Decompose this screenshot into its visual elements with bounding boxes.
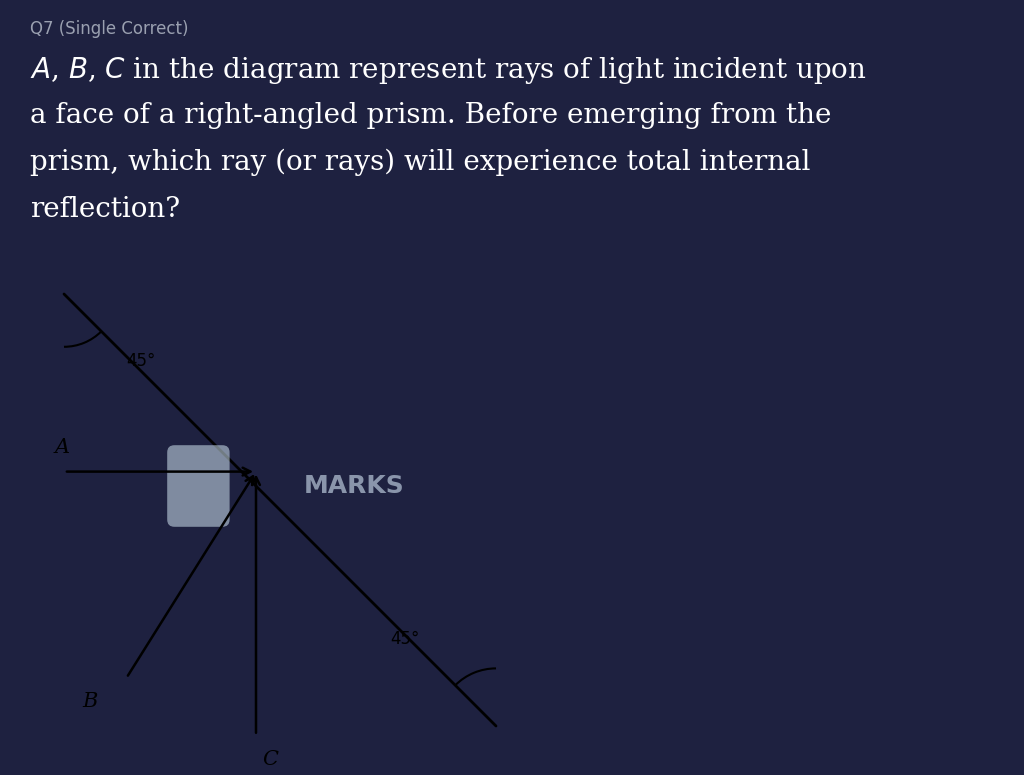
Text: Q7 (Single Correct): Q7 (Single Correct): [30, 20, 188, 38]
Text: $A$, $B$, $C$ in the diagram represent rays of light incident upon: $A$, $B$, $C$ in the diagram represent r…: [30, 55, 866, 86]
Text: B: B: [82, 692, 97, 711]
Text: 45°: 45°: [390, 630, 420, 648]
Text: C: C: [262, 750, 279, 769]
Text: a face of a right-angled prism. Before emerging from the: a face of a right-angled prism. Before e…: [30, 102, 831, 129]
FancyBboxPatch shape: [167, 445, 229, 527]
Text: A: A: [54, 438, 70, 457]
Text: prism, which ray (or rays) will experience total internal: prism, which ray (or rays) will experien…: [30, 149, 811, 177]
Text: reflection?: reflection?: [30, 196, 180, 223]
Text: MARKS: MARKS: [304, 474, 404, 498]
Text: 45°: 45°: [126, 352, 156, 370]
